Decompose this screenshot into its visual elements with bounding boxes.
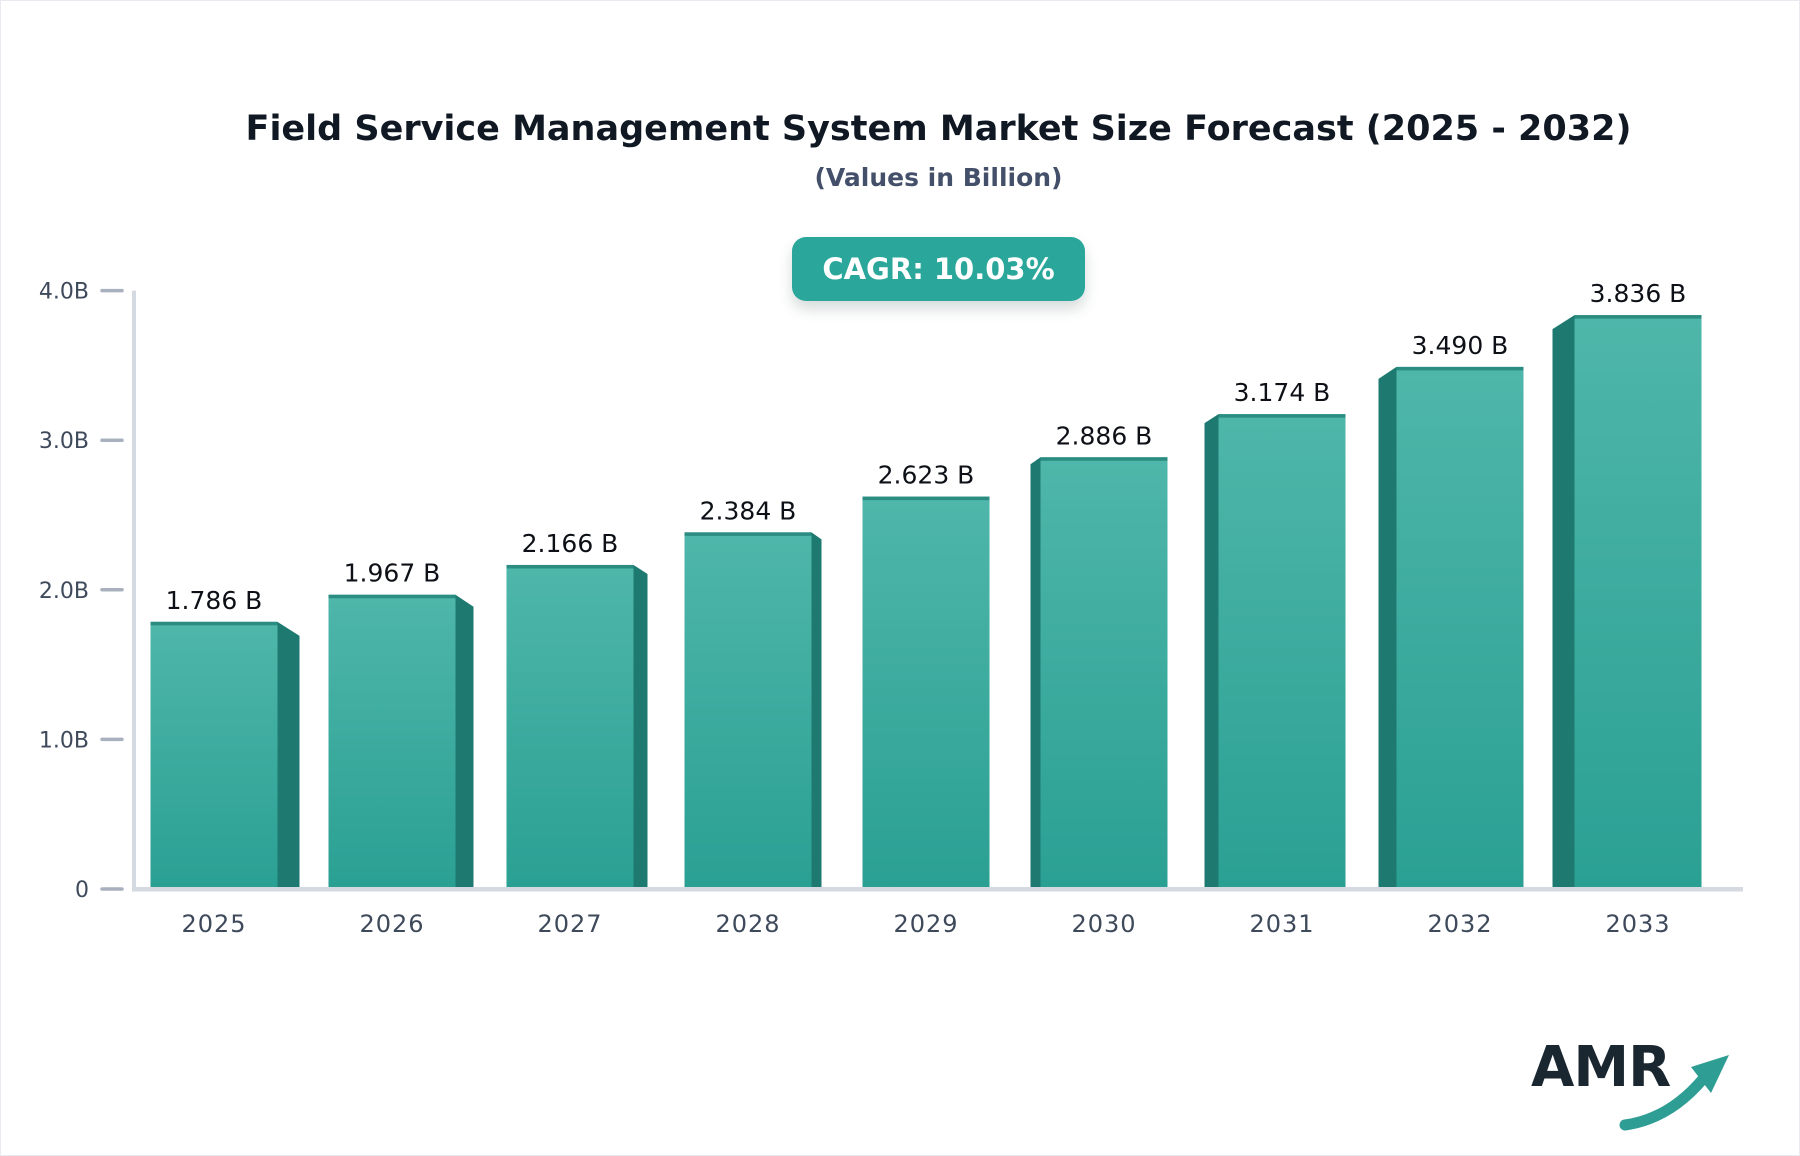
bar-value-label: 2.166 B (522, 529, 619, 558)
bar-top-edge (862, 496, 990, 501)
bar-side-face (1204, 414, 1219, 887)
bar-value-label: 3.490 B (1412, 331, 1509, 360)
chart-title: Field Service Management System Market S… (245, 109, 1632, 149)
y-tick-label: 3.0B (39, 429, 89, 454)
bar-value-label: 3.836 B (1590, 279, 1687, 308)
bar-value-label: 2.623 B (878, 461, 975, 490)
bar (684, 532, 812, 887)
x-tick-label: 2032 (1427, 910, 1492, 938)
bar-top-edge (328, 594, 456, 599)
bar-top-edge (506, 564, 634, 569)
x-tick-label: 2025 (181, 910, 246, 938)
x-tick-label: 2027 (537, 910, 602, 938)
bar-value-label: 1.786 B (166, 586, 263, 615)
bar (1218, 414, 1346, 887)
bar-side-face (1552, 315, 1575, 887)
bar (328, 594, 456, 887)
x-axis (132, 887, 1743, 892)
bar (862, 496, 990, 887)
bar-value-label: 1.967 B (344, 559, 441, 588)
bar-top-edge (684, 532, 812, 536)
bar (506, 564, 634, 887)
bar-top-edge (1574, 315, 1702, 319)
bar-side-face (455, 594, 474, 887)
amr-logo-text: AMR (1531, 1035, 1671, 1100)
bar-top-edge (1218, 414, 1346, 418)
bar-value-label: 3.174 B (1234, 378, 1331, 407)
y-axis (132, 290, 136, 892)
x-tick-label: 2029 (893, 910, 958, 938)
y-tick-label: 0 (75, 878, 89, 903)
x-tick-label: 2033 (1605, 910, 1670, 938)
y-tick-label: 2.0B (39, 579, 89, 604)
x-tick-label: 2028 (715, 910, 780, 938)
amr-logo: AMR (1525, 1033, 1775, 1143)
bar-side-face (277, 621, 300, 887)
bar-value-label: 2.384 B (700, 496, 797, 525)
bar-side-face (633, 564, 648, 887)
bar (150, 621, 278, 887)
x-tick-label: 2031 (1249, 910, 1314, 938)
growth-arrow-icon (1619, 1055, 1729, 1131)
bar-value-label: 2.886 B (1056, 421, 1153, 450)
chart-subtitle: (Values in Billion) (814, 163, 1063, 192)
bar-top-edge (1040, 457, 1168, 461)
bar-side-face (811, 532, 822, 887)
bar-side-face (1378, 366, 1397, 887)
x-tick-label: 2026 (359, 910, 424, 938)
chart-header: Field Service Management System Market S… (134, 1, 1743, 301)
bar (1574, 315, 1702, 887)
bar-top-edge (1396, 366, 1524, 371)
y-tick-label: 4.0B (39, 280, 89, 305)
bar (1396, 366, 1524, 887)
x-tick-label: 2030 (1071, 910, 1136, 938)
y-tick-label: 1.0B (39, 728, 89, 753)
bar-side-face (1030, 457, 1041, 887)
cagr-badge: CAGR: 10.03% (792, 237, 1085, 301)
bar (1040, 457, 1168, 887)
bar-top-edge (150, 621, 278, 626)
